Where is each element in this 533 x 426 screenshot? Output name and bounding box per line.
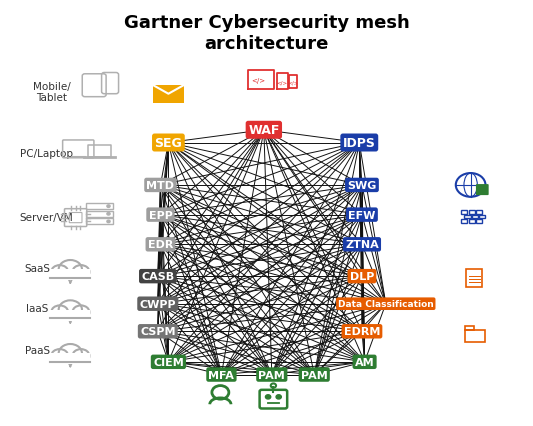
Text: CASB: CASB: [141, 271, 174, 282]
Text: Mobile/
Tablet: Mobile/ Tablet: [33, 82, 71, 103]
FancyBboxPatch shape: [50, 354, 91, 365]
FancyBboxPatch shape: [50, 270, 91, 281]
Text: EFW: EFW: [348, 210, 376, 220]
Text: SWG: SWG: [348, 181, 377, 190]
Circle shape: [276, 395, 281, 399]
Text: </>: </>: [252, 78, 265, 84]
Text: MTD: MTD: [147, 181, 174, 190]
Text: Gartner Cybersecurity mesh
architecture: Gartner Cybersecurity mesh architecture: [124, 14, 409, 53]
Text: </>: </>: [277, 80, 288, 85]
Text: CSPM: CSPM: [140, 326, 175, 337]
Text: EPP: EPP: [149, 210, 172, 220]
Text: IDPS: IDPS: [343, 137, 376, 150]
Text: CIEM: CIEM: [153, 357, 184, 367]
Text: </>: </>: [288, 80, 298, 85]
Circle shape: [107, 213, 110, 216]
Text: PAM: PAM: [259, 370, 285, 380]
Text: AM: AM: [355, 357, 374, 367]
Text: EDRM: EDRM: [344, 326, 380, 337]
Text: SEG: SEG: [155, 137, 182, 150]
Text: SaaS: SaaS: [25, 263, 51, 273]
FancyBboxPatch shape: [152, 86, 184, 104]
Text: IaaS: IaaS: [26, 303, 49, 313]
Text: ZTNA: ZTNA: [345, 240, 379, 250]
Text: Server/VM: Server/VM: [20, 212, 74, 222]
Text: PaaS: PaaS: [25, 345, 50, 356]
Text: MFA: MFA: [208, 370, 235, 380]
Text: DLP: DLP: [350, 271, 374, 282]
Text: Data Classification: Data Classification: [338, 299, 434, 308]
Circle shape: [107, 221, 110, 223]
Circle shape: [107, 205, 110, 208]
Text: PC/Laptop: PC/Laptop: [20, 149, 73, 159]
Text: WAF: WAF: [248, 124, 279, 137]
Circle shape: [265, 395, 271, 399]
Text: PAM: PAM: [301, 370, 328, 380]
FancyBboxPatch shape: [476, 184, 489, 196]
FancyBboxPatch shape: [50, 310, 91, 321]
Text: EDR: EDR: [148, 240, 173, 250]
Text: CWPP: CWPP: [140, 299, 176, 309]
